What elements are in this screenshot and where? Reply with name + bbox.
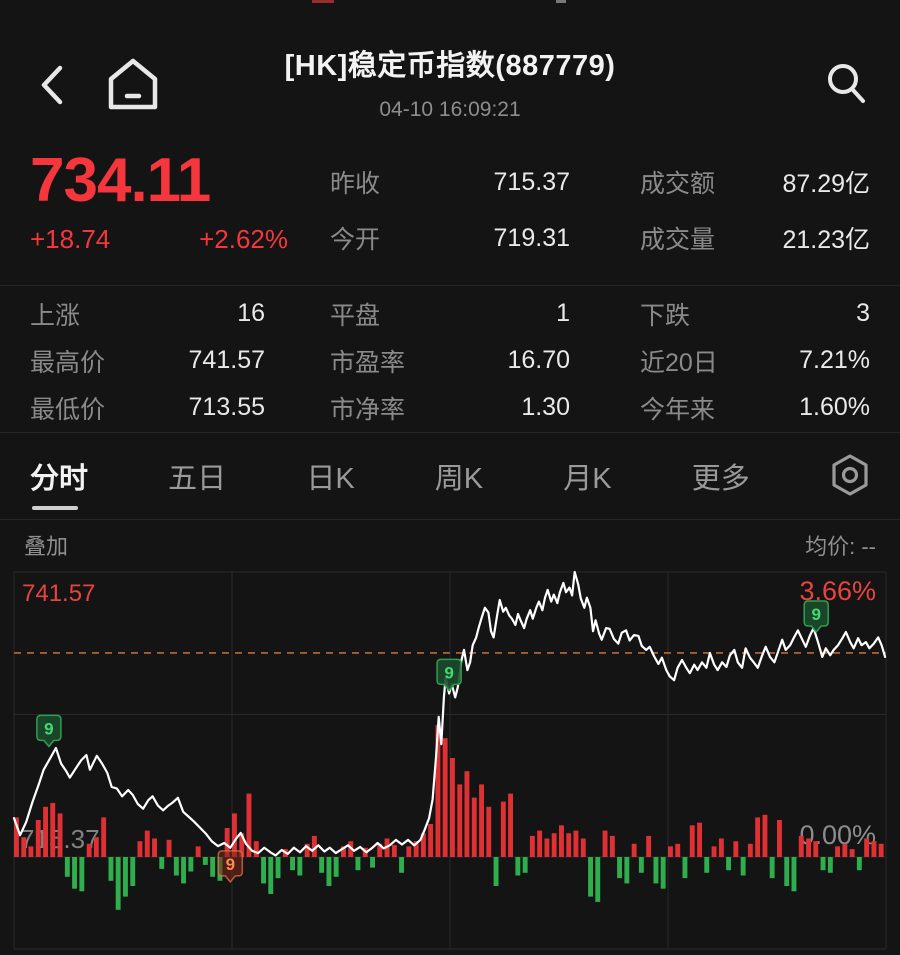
svg-text:9: 9: [811, 605, 820, 624]
news-marker-badge[interactable]: 9: [803, 600, 829, 634]
news-marker-badge[interactable]: 9: [436, 658, 462, 692]
stat-decliners: 下跌 3: [640, 299, 870, 330]
chart-settings-icon: [832, 453, 868, 496]
chart-settings-button[interactable]: [830, 453, 870, 500]
summary-prev-close: 昨收 715.37: [330, 167, 570, 199]
tab-daily-k[interactable]: 日K: [306, 455, 354, 497]
average-price-value: 均价: --: [805, 534, 876, 559]
stat-advancers: 上涨 16: [30, 299, 265, 330]
chart-period-tabs: 分时 五日 日K 周K 月K 更多: [0, 433, 900, 519]
header: [HK]稳定币指数(887779) 04-10 16:09:21: [0, 0, 900, 140]
tab-intraday[interactable]: 分时: [30, 455, 88, 497]
statusbar-artifact-gray: [556, 0, 566, 3]
divider: [0, 432, 900, 433]
tab-monthly-k[interactable]: 月K: [563, 455, 611, 497]
stats-grid: 上涨 16 平盘 1 下跌 3 最高价 741.57 市盈率 16.70 近20日 7.21…: [0, 286, 900, 432]
page-title: [HK]稳定币指数(887779): [284, 50, 616, 82]
back-button[interactable]: [36, 62, 70, 111]
search-button[interactable]: [824, 60, 868, 109]
stat-unchanged: 平盘 1: [330, 299, 570, 330]
svg-text:9: 9: [444, 663, 453, 682]
news-marker-badge[interactable]: 9: [36, 714, 62, 748]
news-marker-badge[interactable]: 9: [217, 850, 244, 884]
stat-20day: 近20日 7.21%: [640, 346, 870, 377]
chart-high-price-label: 741.57: [22, 580, 96, 607]
summary-open: 今开 719.31: [330, 223, 570, 255]
volume-bars: [14, 725, 884, 910]
stat-ytd: 今年来 1.60%: [640, 393, 870, 424]
statusbar-artifact-red: [312, 0, 334, 3]
last-price: 734.11: [30, 146, 211, 215]
chart-toolbar: 叠加 均价: --: [0, 520, 900, 570]
summary-volume: 成交量 21.23亿: [640, 226, 870, 254]
overlay-button[interactable]: 叠加: [24, 534, 69, 559]
price-line: [12, 570, 887, 857]
divider: [0, 519, 900, 520]
chart-zero-pct-label: 0.00%: [799, 820, 876, 850]
divider: [0, 285, 900, 286]
chart-high-pct-label: 3.66%: [799, 576, 876, 606]
stat-pe: 市盈率 16.70: [330, 346, 570, 377]
summary-turnover: 成交额 87.29亿: [640, 170, 870, 198]
home-button[interactable]: [104, 56, 162, 115]
home-icon: [108, 58, 158, 110]
stat-pb: 市净率 1.30: [330, 393, 570, 424]
svg-text:9: 9: [44, 719, 53, 738]
price-change-pct: +2.62%: [199, 224, 288, 254]
intraday-chart-canvas[interactable]: 9 9 9 9: [0, 570, 900, 955]
tab-weekly-k[interactable]: 周K: [435, 455, 483, 497]
stat-low: 最低价 713.55: [30, 393, 265, 424]
quote-timestamp: 04-10 16:09:21: [379, 98, 521, 121]
svg-text:9: 9: [226, 855, 235, 874]
quote-section: 734.11 +18.74 +2.62% 昨收 715.37 成交额 87.29…: [0, 140, 900, 285]
tab-5day[interactable]: 五日: [168, 455, 226, 497]
stat-high: 最高价 741.57: [30, 346, 265, 377]
tab-more[interactable]: 更多: [692, 455, 750, 497]
back-chevron-icon: [41, 65, 63, 105]
price-change: +18.74: [30, 224, 111, 254]
active-tab-indicator: [32, 506, 78, 510]
search-icon: [828, 64, 865, 103]
